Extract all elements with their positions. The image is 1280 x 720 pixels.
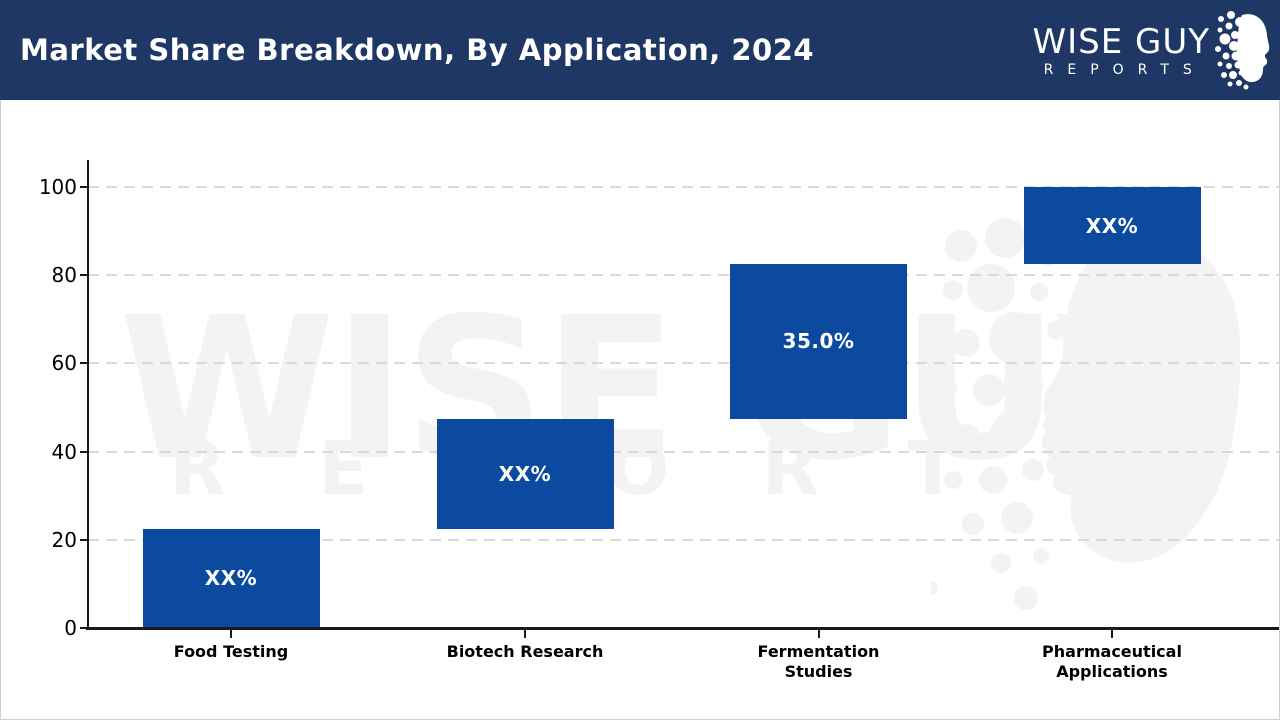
y-tick-label-20: 20 (51, 527, 77, 552)
x-axis-line (86, 627, 1279, 630)
chart-title: Market Share Breakdown, By Application, … (20, 33, 815, 67)
y-tick-40 (80, 450, 89, 453)
x-tick-food-testing (230, 628, 232, 638)
y-tick-60 (80, 362, 89, 365)
bar-value-label-pharmaceutical-applications: XX% (1085, 213, 1139, 238)
wiseguy-head-icon (1215, 11, 1270, 90)
y-tick-0 (80, 627, 89, 629)
wiseguy-logo-text: WISE GUY REPORTS (1032, 23, 1210, 79)
x-tick-fermentation-studies (817, 628, 820, 638)
wiseguy-logo: WISE GUY REPORTS (1032, 8, 1272, 94)
y-tick-label-0: 0 (64, 616, 77, 640)
gridline-60 (88, 362, 1279, 365)
x-tick-biotech-research (524, 628, 526, 638)
y-tick-label-60: 60 (51, 351, 77, 376)
y-axis-line (87, 160, 89, 630)
y-tick-label-40: 40 (51, 439, 77, 464)
bar-value-label-fermentation-studies: 35.0% (782, 329, 855, 354)
bar-value-label-biotech-research: XX% (498, 461, 552, 486)
x-tick-label-food-testing: Food Testing (173, 642, 289, 661)
header-band: Market Share Breakdown, By Application, … (0, 0, 1280, 100)
bar-pharmaceutical-applications: XX% (1023, 187, 1201, 265)
x-tick-label-fermentation-studies: Fermentation Studies (757, 642, 880, 681)
chart-canvas: WISE GUY REPORTS 0 20 40 60 80 100 XX% Food Tes… (0, 100, 1280, 720)
gridline-80 (88, 274, 1279, 277)
wiseguy-logo-name: WISE GUY (1032, 22, 1210, 62)
x-tick-label-biotech-research: Biotech Research (446, 642, 604, 661)
gridline-100 (88, 186, 1279, 188)
x-tick-pharmaceutical-applications (1111, 628, 1113, 638)
bar-value-label-food-testing: XX% (204, 566, 258, 591)
gridline-20 (88, 538, 1279, 541)
bar-food-testing: XX% (142, 528, 320, 628)
y-tick-label-100: 100 (38, 175, 77, 199)
watermark-subtext: REPORTS (169, 426, 1196, 512)
bar-fermentation-studies: 35.0% (730, 264, 907, 419)
gridline-40 (88, 450, 1279, 453)
y-tick-100 (80, 186, 89, 188)
plot-area: 0 20 40 60 80 100 XX% Food Testing XX% Biotech Re… (1, 100, 1279, 719)
y-tick-label-80: 80 (51, 263, 77, 288)
y-tick-80 (80, 274, 89, 277)
bar-biotech-research: XX% (436, 418, 614, 529)
x-tick-label-pharmaceutical-applications: Pharmaceutical Applications (1042, 642, 1182, 681)
y-tick-20 (80, 538, 89, 541)
wiseguy-logo-sub: REPORTS (1043, 62, 1206, 78)
